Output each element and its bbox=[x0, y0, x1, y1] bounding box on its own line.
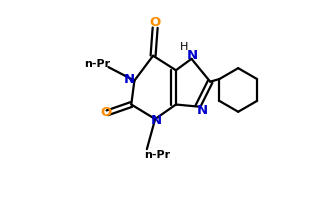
Text: O: O bbox=[150, 16, 161, 29]
Text: N: N bbox=[187, 49, 198, 62]
Text: n-Pr: n-Pr bbox=[84, 59, 110, 69]
Text: O: O bbox=[100, 106, 112, 119]
Text: N: N bbox=[124, 73, 135, 86]
Text: N: N bbox=[151, 113, 162, 127]
Text: N: N bbox=[196, 104, 207, 117]
Text: H: H bbox=[180, 42, 189, 52]
Text: n-Pr: n-Pr bbox=[144, 150, 170, 160]
